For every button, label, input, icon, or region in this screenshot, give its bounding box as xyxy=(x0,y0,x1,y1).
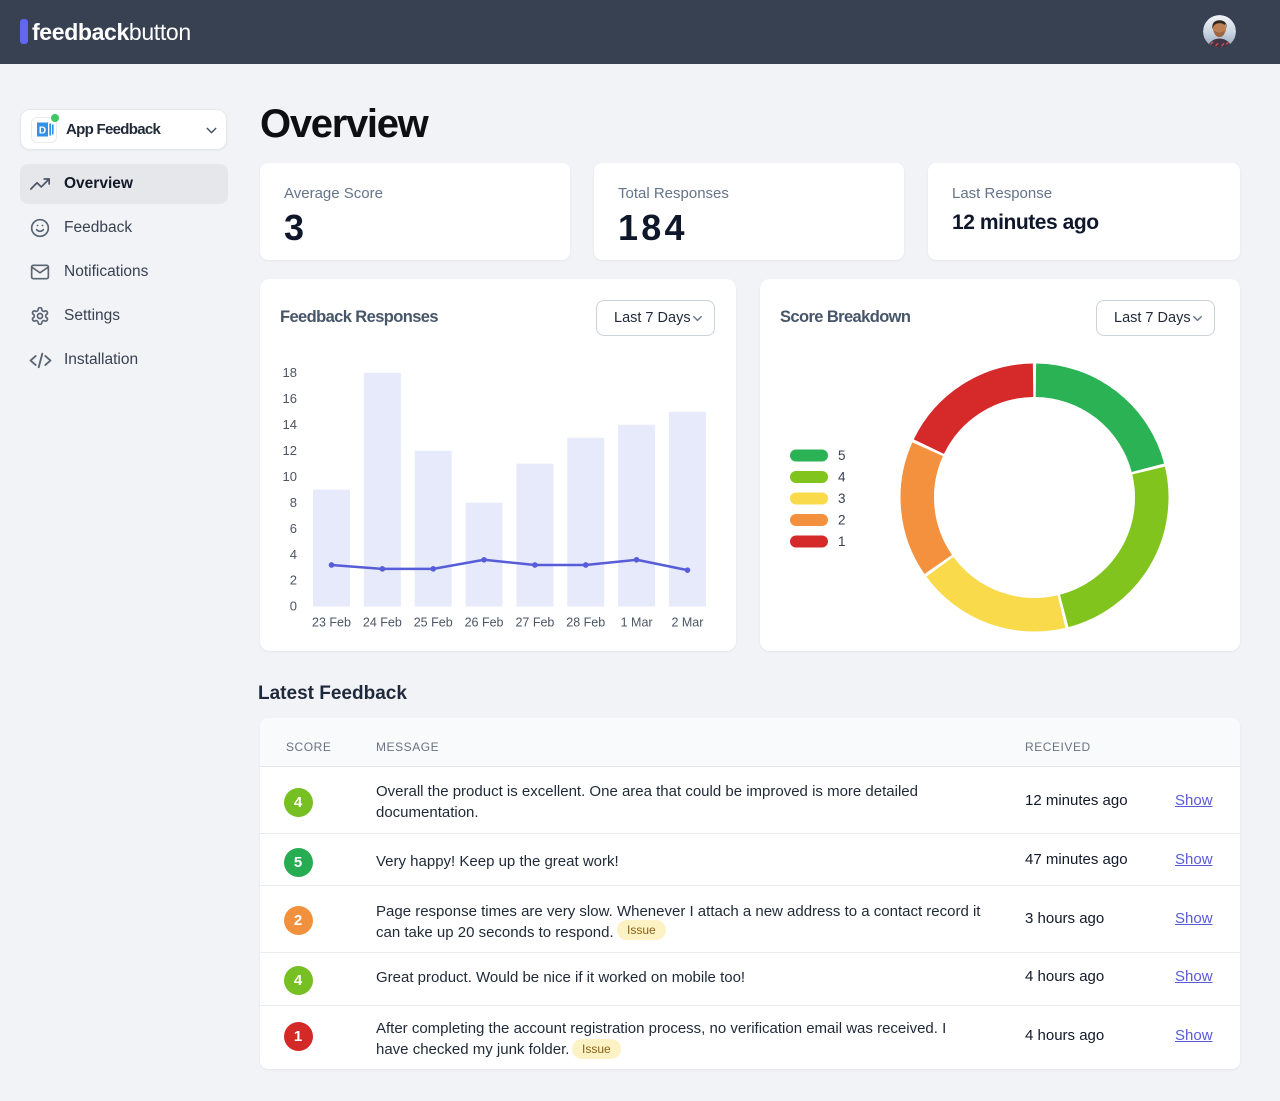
svg-text:24 Feb: 24 Feb xyxy=(363,616,402,630)
svg-text:23 Feb: 23 Feb xyxy=(312,616,351,630)
svg-text:16: 16 xyxy=(283,391,297,406)
svg-text:4: 4 xyxy=(290,547,297,562)
svg-text:2: 2 xyxy=(838,513,846,528)
svg-text:27 Feb: 27 Feb xyxy=(515,616,554,630)
svg-text:3: 3 xyxy=(838,491,846,506)
svg-text:10: 10 xyxy=(283,469,297,484)
svg-text:26 Feb: 26 Feb xyxy=(465,616,504,630)
svg-text:28 Feb: 28 Feb xyxy=(566,616,605,630)
svg-text:1 Mar: 1 Mar xyxy=(621,616,653,630)
svg-text:2: 2 xyxy=(290,573,297,588)
svg-text:1: 1 xyxy=(838,534,846,549)
svg-text:6: 6 xyxy=(290,521,297,536)
svg-text:5: 5 xyxy=(838,448,846,463)
svg-text:D: D xyxy=(39,126,46,137)
svg-text:0: 0 xyxy=(290,599,297,614)
svg-text:14: 14 xyxy=(283,417,297,432)
svg-text:4: 4 xyxy=(838,470,846,485)
svg-text:18: 18 xyxy=(283,365,297,380)
svg-text:12: 12 xyxy=(283,443,297,458)
svg-text:8: 8 xyxy=(290,495,297,510)
svg-text:25 Feb: 25 Feb xyxy=(414,616,453,630)
svg-text:2 Mar: 2 Mar xyxy=(671,616,703,630)
